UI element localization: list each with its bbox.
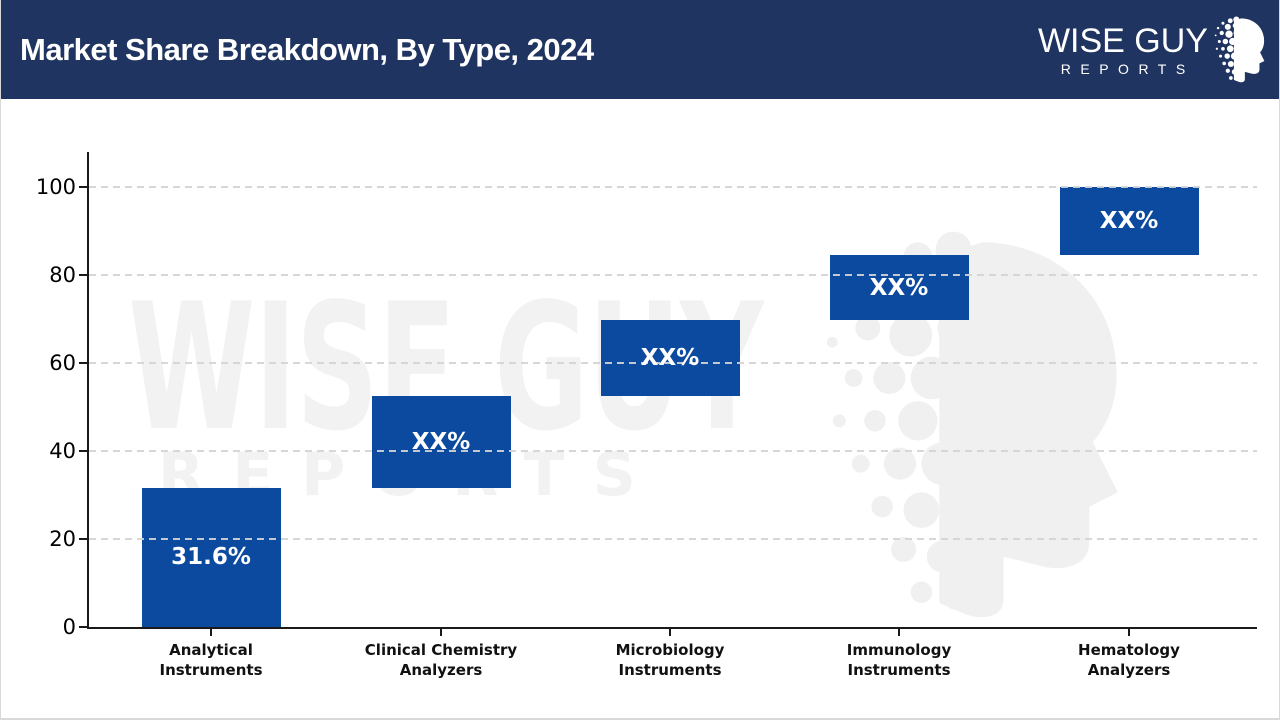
y-tick-label: 40 xyxy=(49,439,76,463)
bar-value-label: XX% xyxy=(869,274,929,301)
x-category-label: Clinical Chemistry Analyzers xyxy=(364,641,518,679)
market-share-bar xyxy=(371,395,511,488)
horizontal-gridline xyxy=(89,186,1257,188)
x-category-label: Hematology Analyzers xyxy=(1078,641,1180,679)
y-tick-label: 20 xyxy=(49,527,76,551)
y-tick-mark xyxy=(79,538,87,540)
y-tick-label: 80 xyxy=(49,263,76,287)
bar-value-label: 31.6% xyxy=(171,544,251,571)
y-tick-label: 60 xyxy=(49,351,76,375)
header-bar: Market Share Breakdown, By Type, 2024 WI… xyxy=(0,0,1280,99)
market-share-bar xyxy=(141,487,281,627)
y-tick-label: 100 xyxy=(35,175,76,199)
chart-title: Market Share Breakdown, By Type, 2024 xyxy=(20,31,594,67)
logo-reports-text: REPORTS xyxy=(1060,60,1195,77)
market-share-bar xyxy=(829,255,969,320)
horizontal-gridline xyxy=(89,538,1257,540)
x-category-label: Microbiology Instruments xyxy=(615,641,725,679)
logo-wiseguy-text: WISE GUY xyxy=(1037,21,1208,60)
y-axis-line xyxy=(87,152,89,629)
horizontal-gridline xyxy=(89,274,1257,276)
y-tick-mark xyxy=(79,450,87,452)
wiseguy-logo: WISE GUY REPORTS xyxy=(1038,8,1268,92)
y-tick-label: 0 xyxy=(62,615,76,639)
bar-value-label: XX% xyxy=(640,344,700,371)
x-tick-mark xyxy=(210,629,212,636)
y-tick-mark xyxy=(79,362,87,364)
market-share-bar xyxy=(1059,187,1199,256)
y-tick-mark xyxy=(79,626,87,628)
x-tick-mark xyxy=(669,629,671,636)
x-tick-mark xyxy=(898,629,900,636)
horizontal-gridline xyxy=(89,362,1257,364)
x-category-label: Immunology Instruments xyxy=(846,641,952,679)
horizontal-gridline xyxy=(89,450,1257,452)
x-axis-line xyxy=(87,627,1257,629)
x-tick-mark xyxy=(440,629,442,636)
logo-head-icon xyxy=(1214,16,1265,83)
market-share-bar xyxy=(600,319,740,396)
x-tick-mark xyxy=(1128,629,1130,636)
bar-value-label: XX% xyxy=(1099,208,1159,235)
y-tick-mark xyxy=(79,274,87,276)
bar-value-label: XX% xyxy=(411,428,471,455)
y-tick-mark xyxy=(79,186,87,188)
x-category-label: Analytical Instruments xyxy=(159,641,263,679)
